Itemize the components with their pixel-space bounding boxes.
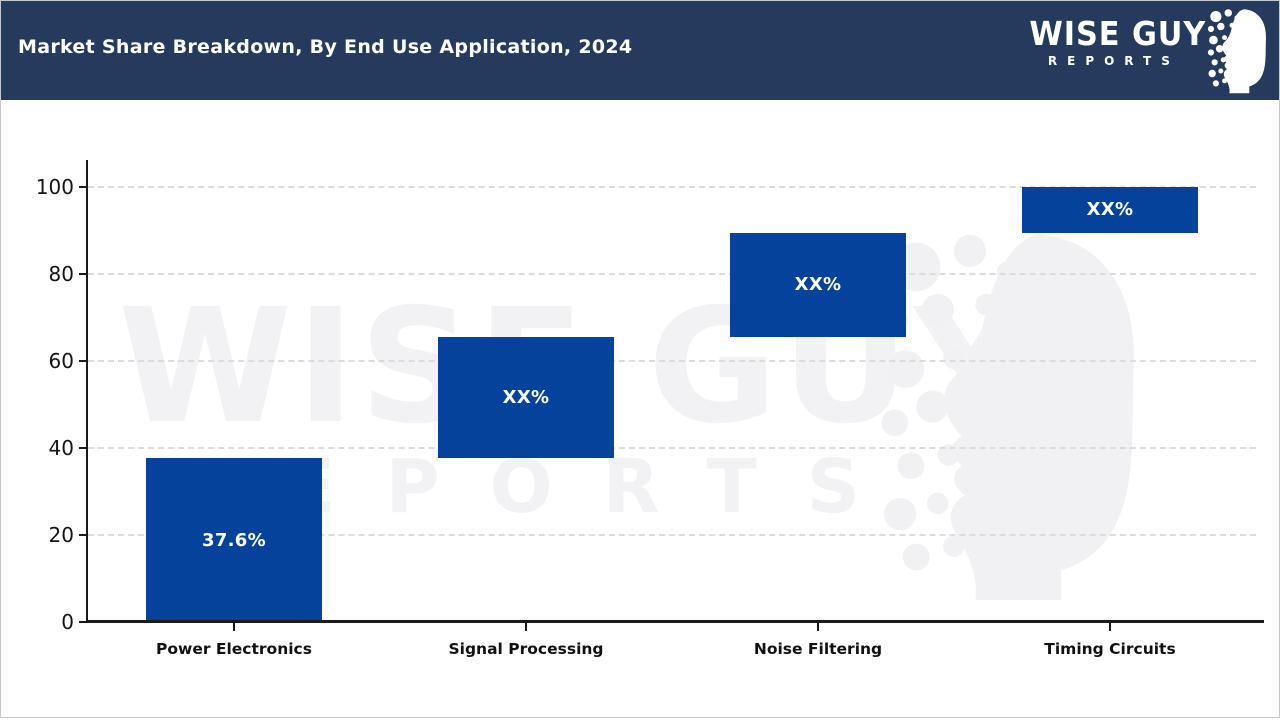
x-category-label-3: Timing Circuits xyxy=(1044,640,1176,658)
logo-subtitle: REPORTS xyxy=(1047,54,1180,69)
bar-power-electronics: 37.6% xyxy=(146,458,322,622)
y-tick-label-100: 100 xyxy=(35,175,74,199)
y-tick-label-60: 60 xyxy=(48,349,74,373)
x-category-label-0: Power Electronics xyxy=(156,640,312,658)
x-category-label-2: Noise Filtering xyxy=(753,640,883,658)
bar-label: XX% xyxy=(1086,199,1134,221)
gridline-40 xyxy=(88,447,1256,449)
x-tick-mark-1 xyxy=(525,623,527,631)
y-tick-label-0: 0 xyxy=(61,610,74,634)
logo-text: WISE GUY REPORTS xyxy=(1014,14,1206,69)
y-tick-mark-40 xyxy=(79,447,87,449)
x-tick-mark-3 xyxy=(1109,623,1111,631)
bar-signal-processing: XX% xyxy=(438,337,614,459)
header-bar: Market Share Breakdown, By End Use Appli… xyxy=(0,0,1280,100)
x-tick-mark-0 xyxy=(233,623,235,631)
bar-label: 37.6% xyxy=(202,529,266,551)
x-category-label-1: Signal Processing xyxy=(448,640,604,658)
wise-guy-logo: WISE GUY REPORTS xyxy=(1006,6,1268,96)
bar-label: XX% xyxy=(502,387,550,409)
y-tick-label-40: 40 xyxy=(48,436,74,460)
y-tick-label-20: 20 xyxy=(48,523,74,547)
watermark-head-icon xyxy=(868,224,1174,600)
gridline-100 xyxy=(88,186,1256,188)
gridline-60 xyxy=(88,360,1256,362)
y-tick-mark-80 xyxy=(79,273,87,275)
y-tick-label-80: 80 xyxy=(48,262,74,286)
x-axis-line xyxy=(86,620,1264,623)
y-tick-mark-20 xyxy=(79,534,87,536)
gridline-20 xyxy=(88,534,1256,536)
bar-label: XX% xyxy=(794,274,842,296)
logo-wordmark: WISE GUY xyxy=(1029,14,1206,53)
gridline-80 xyxy=(88,273,1256,275)
logo-head-icon xyxy=(1206,6,1274,94)
page-title: Market Share Breakdown, By End Use Appli… xyxy=(18,36,633,58)
x-tick-mark-2 xyxy=(817,623,819,631)
y-tick-mark-100 xyxy=(79,186,87,188)
y-axis-line xyxy=(86,160,88,622)
bar-noise-filtering: XX% xyxy=(730,232,906,338)
y-tick-mark-60 xyxy=(79,360,87,362)
bar-timing-circuits: XX% xyxy=(1022,187,1198,233)
y-tick-mark-0 xyxy=(79,621,87,623)
